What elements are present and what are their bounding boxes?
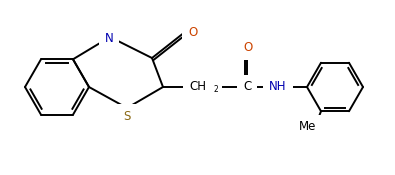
Text: H: H (105, 26, 113, 36)
Text: Me: Me (299, 121, 317, 134)
Text: S: S (123, 110, 131, 123)
Text: CH: CH (189, 80, 206, 93)
Text: C: C (243, 80, 251, 93)
Text: 2: 2 (214, 86, 218, 95)
Text: O: O (243, 41, 253, 54)
Text: N: N (105, 32, 113, 44)
Text: NH: NH (269, 80, 287, 93)
Text: O: O (188, 26, 197, 38)
